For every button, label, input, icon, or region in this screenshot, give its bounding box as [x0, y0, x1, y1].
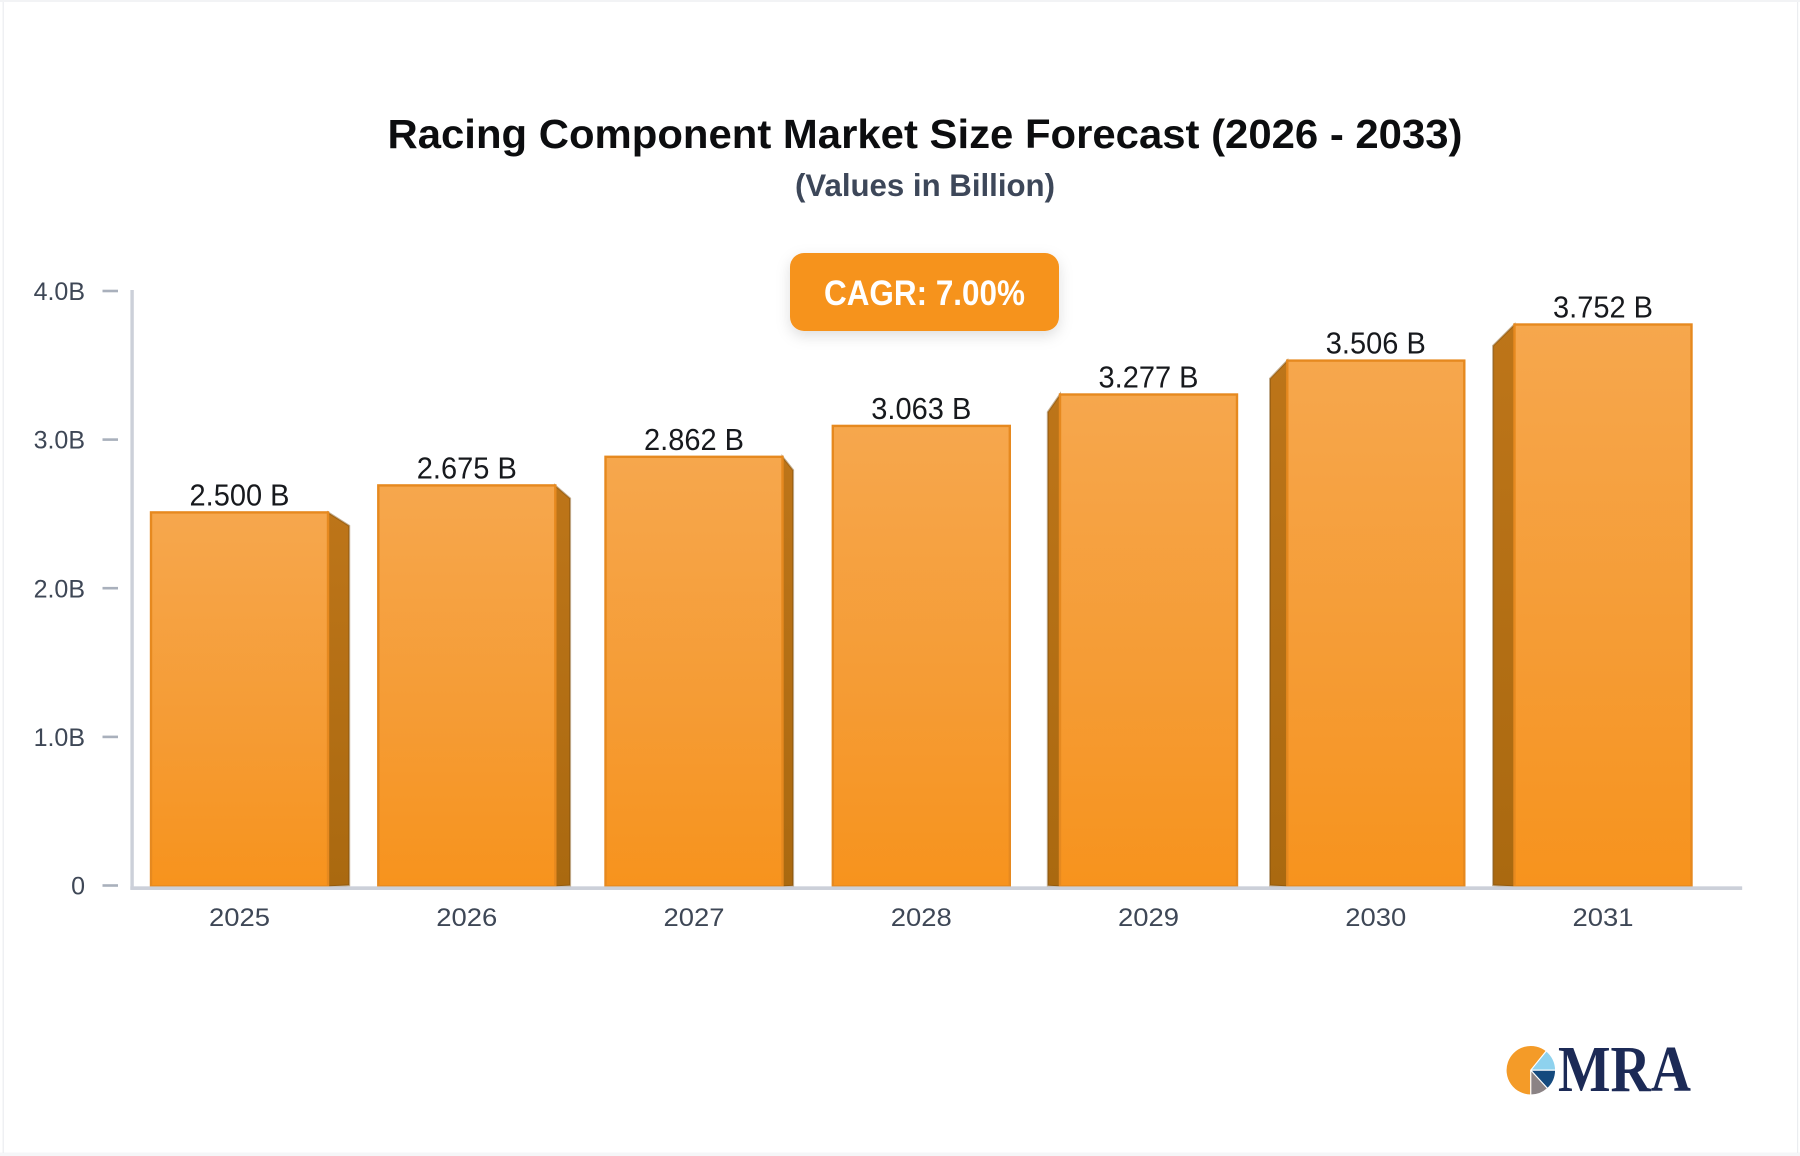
svg-text:1.0B: 1.0B — [34, 724, 85, 752]
svg-text:2025: 2025 — [209, 904, 270, 932]
svg-text:3.063 B: 3.063 B — [871, 391, 971, 426]
svg-text:3.277 B: 3.277 B — [1099, 360, 1199, 395]
svg-text:2.862 B: 2.862 B — [644, 422, 744, 457]
svg-text:2031: 2031 — [1573, 904, 1634, 932]
svg-text:3.752 B: 3.752 B — [1553, 290, 1653, 325]
svg-text:2030: 2030 — [1345, 904, 1406, 932]
svg-text:2026: 2026 — [436, 904, 497, 932]
svg-text:CAGR: 7.00%: CAGR: 7.00% — [824, 274, 1025, 313]
svg-text:3.506 B: 3.506 B — [1326, 326, 1426, 361]
svg-text:2.675 B: 2.675 B — [417, 450, 517, 485]
svg-text:2029: 2029 — [1118, 904, 1179, 932]
svg-text:2028: 2028 — [891, 904, 952, 932]
svg-text:MRA: MRA — [1558, 1033, 1691, 1106]
svg-text:(Values in Billion): (Values in Billion) — [795, 167, 1055, 203]
svg-text:Racing Component Market Size F: Racing Component Market Size Forecast (2… — [388, 111, 1463, 157]
svg-text:4.0B: 4.0B — [34, 278, 85, 306]
svg-text:2.500 B: 2.500 B — [190, 477, 290, 512]
svg-text:3.0B: 3.0B — [34, 427, 85, 455]
svg-text:2027: 2027 — [664, 904, 725, 932]
svg-text:0: 0 — [71, 873, 85, 901]
svg-text:2.0B: 2.0B — [34, 575, 85, 603]
